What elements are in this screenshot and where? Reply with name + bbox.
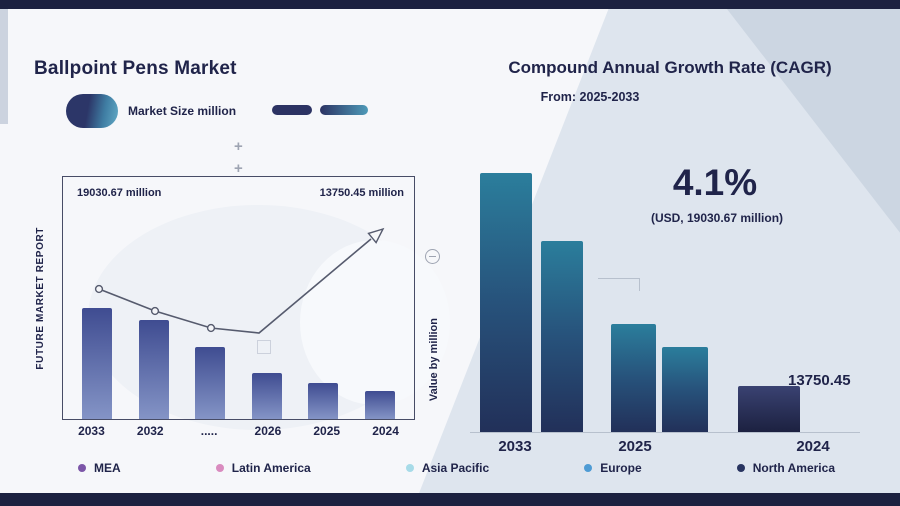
x-axis-label: 2033 bbox=[78, 424, 105, 438]
bar-2024 bbox=[738, 386, 800, 432]
end-value-label: 13750.45 million bbox=[319, 187, 404, 199]
bar-column bbox=[352, 301, 409, 419]
legend-marker bbox=[215, 464, 224, 472]
bar-column bbox=[738, 162, 800, 432]
bar-2025 bbox=[308, 383, 339, 419]
legend-pill-solid bbox=[272, 105, 312, 115]
bar-col-3 bbox=[662, 347, 709, 432]
x-axis-label: 2024 bbox=[372, 424, 399, 438]
bottom-frame-bar bbox=[0, 493, 900, 506]
bar-column bbox=[662, 162, 709, 432]
corner-bracket-decoration bbox=[598, 278, 640, 291]
future-market-report-label: FUTURE MARKET REPORT bbox=[34, 226, 46, 370]
cagr-value: 4.1% bbox=[672, 162, 758, 203]
x-axis-label: 2033 bbox=[498, 438, 532, 455]
market-size-chart: 19030.67 million 13750.45 million bbox=[62, 176, 415, 420]
legend-marker bbox=[584, 464, 593, 472]
plus-icon: + bbox=[234, 160, 243, 177]
x-axis-label: 2025 bbox=[313, 424, 341, 438]
legend-marker bbox=[78, 464, 86, 472]
bar-column bbox=[295, 301, 352, 419]
legend-label: North America bbox=[752, 461, 835, 475]
plus-icon: + bbox=[234, 138, 243, 155]
trend-arrow bbox=[94, 227, 385, 334]
legend-label: MEA bbox=[94, 461, 121, 475]
bar-..... bbox=[195, 347, 226, 419]
cagr-baseline bbox=[470, 432, 860, 433]
x-axis-label: ..... bbox=[200, 424, 218, 438]
legend-marker bbox=[736, 464, 745, 472]
top-frame-bar bbox=[0, 0, 900, 9]
bar-2033 bbox=[82, 308, 113, 419]
left-edge-strip bbox=[0, 9, 8, 124]
bar-2033 bbox=[480, 173, 532, 432]
bar-column bbox=[540, 162, 583, 432]
background-blob-light bbox=[300, 240, 450, 405]
legend-item-europe: Europe bbox=[584, 461, 642, 475]
cagr-title: Compound Annual Growth Rate (CAGR) bbox=[508, 58, 832, 77]
legend-item-asia-pacific: Asia Pacific bbox=[405, 461, 490, 475]
x-axis-label: 2024 bbox=[796, 438, 830, 455]
bar-column bbox=[69, 301, 126, 419]
x-axis-label: 2025 bbox=[618, 438, 652, 455]
bar-2026 bbox=[251, 373, 282, 419]
region-legend: MEA Latin America Asia Pacific Europe No… bbox=[78, 461, 835, 475]
bar-2024 bbox=[364, 391, 395, 419]
left-chart-title: Ballpoint Pens Market bbox=[34, 58, 237, 79]
bar-column bbox=[610, 162, 657, 432]
legend-pill-gradient bbox=[320, 105, 368, 115]
bar-column bbox=[182, 301, 239, 419]
legend-marker bbox=[405, 464, 414, 472]
bar-column bbox=[480, 162, 532, 432]
legend-label: Latin America bbox=[231, 461, 311, 475]
market-size-icon bbox=[66, 94, 118, 128]
circle-minus-icon bbox=[425, 249, 440, 264]
legend-item-latin-america: Latin America bbox=[215, 461, 311, 475]
start-value-label: 19030.67 million bbox=[77, 187, 162, 199]
value-axis-label: Value by million bbox=[428, 318, 440, 402]
cagr-subtitle: From: 2025-2033 bbox=[540, 90, 640, 104]
legend-label: Europe bbox=[600, 461, 642, 475]
cagr-bars bbox=[480, 162, 800, 432]
market-size-bars bbox=[69, 301, 408, 419]
legend-item-north-america: North America bbox=[736, 461, 835, 475]
legend-label: Asia Pacific bbox=[421, 461, 490, 475]
left-x-axis: 2033 2032 ..... 2026 2025 2024 bbox=[62, 424, 415, 438]
bar-2025 bbox=[610, 324, 657, 432]
value-13750-label: 13750.45 bbox=[788, 372, 851, 389]
x-axis-label: 2032 bbox=[136, 424, 164, 438]
bar-column bbox=[239, 301, 296, 419]
bar-col-1 bbox=[540, 241, 583, 432]
legend-item-mea: MEA bbox=[78, 461, 121, 475]
market-size-legend-label: Market Size million bbox=[128, 104, 237, 118]
square-icon bbox=[257, 340, 271, 354]
bar-column bbox=[126, 301, 183, 419]
x-axis-label: 2026 bbox=[254, 424, 282, 438]
bar-2032 bbox=[138, 320, 169, 419]
cagr-detail: (USD, 19030.67 million) bbox=[650, 211, 784, 225]
